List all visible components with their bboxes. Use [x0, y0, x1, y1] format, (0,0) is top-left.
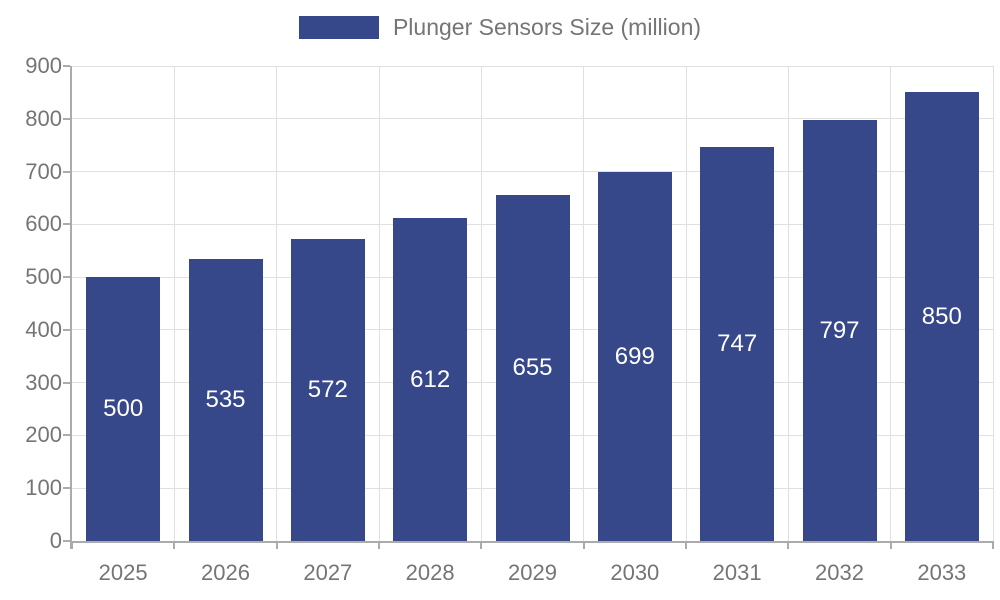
- x-tick-mark: [582, 541, 585, 549]
- x-axis-tick-label: 2025: [98, 560, 148, 585]
- legend-label: Plunger Sensors Size (million): [392, 14, 702, 40]
- y-tick-mark: [63, 223, 70, 226]
- x-axis-tick-label: 2027: [303, 560, 353, 585]
- y-axis-tick-label: 300: [25, 369, 62, 395]
- y-axis-tick-label: 800: [25, 105, 62, 131]
- y-axis-tick-label: 900: [25, 53, 62, 78]
- x-gridline: [583, 66, 585, 541]
- y-tick-mark: [63, 540, 70, 542]
- y-gridline: [72, 118, 993, 120]
- bar-2032: [802, 120, 877, 541]
- y-tick-mark: [63, 328, 70, 331]
- x-gridline: [685, 66, 687, 541]
- x-axis-tick-label: 2031: [712, 560, 762, 585]
- bar-value-label: 850: [921, 302, 962, 330]
- x-gridline: [378, 66, 380, 541]
- bar-2026: [188, 258, 263, 541]
- y-tick-mark: [63, 65, 70, 67]
- x-tick-mark: [685, 541, 687, 549]
- x-tick-mark: [889, 541, 892, 549]
- y-gridline: [72, 171, 993, 173]
- bar-2033: [904, 92, 979, 541]
- x-gridline: [992, 66, 994, 541]
- bar-value-label: 699: [614, 342, 655, 370]
- bar-2027: [290, 239, 365, 541]
- y-axis-tick-label: 700: [25, 158, 62, 184]
- bar-value-label: 747: [717, 329, 758, 357]
- plot-area: 500 535 572 612 655 699 747 797 850: [63, 65, 994, 549]
- x-tick-mark: [992, 541, 994, 549]
- x-axis-tick-label: 2030: [610, 560, 660, 585]
- y-tick-mark: [63, 276, 70, 279]
- bar-value-label: 797: [819, 316, 860, 344]
- y-tick-mark: [63, 487, 70, 490]
- bar-value-label: 500: [103, 395, 144, 423]
- y-axis-tick-label: 500: [25, 264, 62, 290]
- x-axis-tick-label: 2029: [508, 560, 557, 585]
- bar-value-label: 612: [410, 365, 451, 393]
- x-gridline: [173, 66, 175, 541]
- y-axis-tick-label: 0: [49, 528, 62, 553]
- x-tick-mark: [480, 541, 483, 549]
- x-gridline: [890, 66, 892, 541]
- bar-2029: [495, 195, 570, 541]
- y-axis-line: [70, 66, 72, 549]
- y-tick-mark: [63, 434, 70, 437]
- x-tick-mark: [787, 541, 790, 549]
- y-axis-tick-label: 600: [25, 211, 62, 237]
- bar-value-label: 572: [307, 376, 348, 404]
- bar-2028: [393, 218, 468, 541]
- y-axis-tick-label: 400: [25, 316, 62, 342]
- bar-2031: [700, 146, 775, 541]
- y-tick-mark: [63, 170, 70, 173]
- x-gridline: [787, 66, 789, 541]
- x-tick-mark: [173, 541, 176, 549]
- legend: Plunger Sensors Size (million): [0, 14, 1000, 41]
- x-tick-mark: [71, 541, 73, 549]
- legend-swatch: [298, 16, 379, 39]
- bar-value-label: 535: [205, 385, 246, 413]
- x-axis-tick-label: 2033: [917, 560, 967, 585]
- y-axis-tick-label: 200: [25, 422, 62, 448]
- x-tick-mark: [275, 541, 278, 549]
- y-gridline: [72, 65, 993, 67]
- x-tick-mark: [378, 541, 380, 549]
- bar-value-label: 655: [512, 354, 553, 382]
- x-axis-tick-label: 2026: [201, 560, 250, 585]
- x-axis-tick-label: 2032: [815, 560, 864, 585]
- x-axis-line: [70, 541, 993, 543]
- y-tick-mark: [63, 381, 70, 384]
- bar-2030: [597, 172, 672, 541]
- x-axis-tick-label: 2028: [405, 560, 455, 585]
- y-tick-mark: [63, 117, 70, 120]
- bar-2025: [86, 277, 161, 541]
- x-gridline: [276, 66, 278, 541]
- x-gridline: [480, 66, 482, 541]
- y-axis-tick-label: 100: [25, 475, 62, 501]
